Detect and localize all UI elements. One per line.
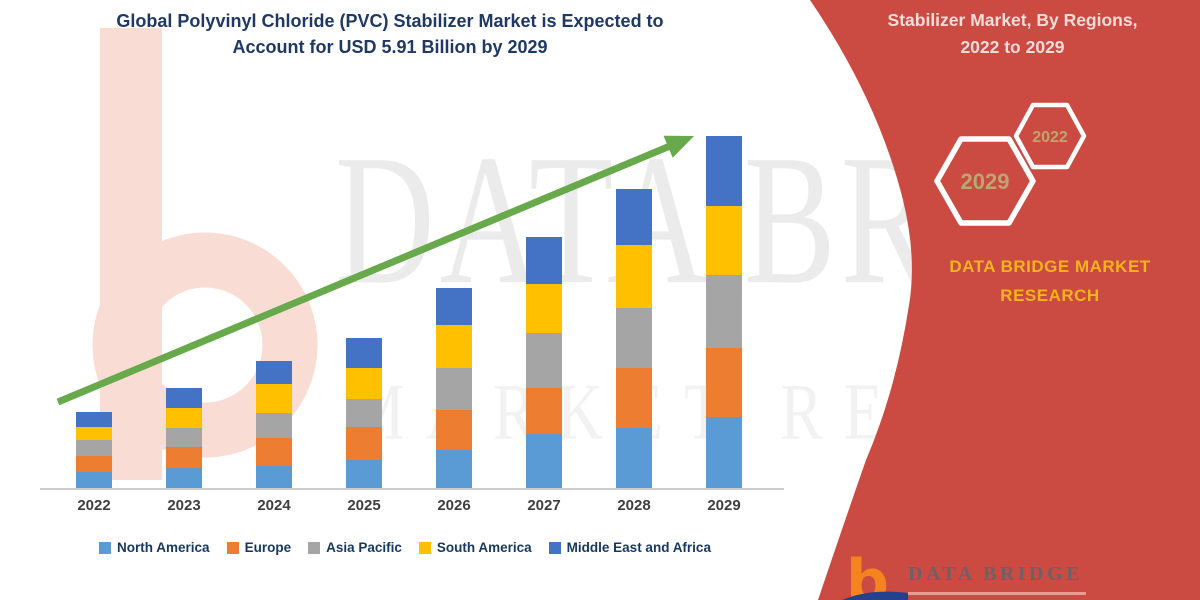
legend-item-europe: Europe <box>226 540 292 555</box>
bar-2025-segment-europe <box>346 426 382 460</box>
panel-heading-line-2: 2022 to 2029 <box>960 37 1065 57</box>
panel-heading: Stabilizer Market, By Regions, 2022 to 2… <box>840 7 1185 61</box>
legend-swatch-asia-pacific <box>308 541 321 554</box>
bar-2022-segment-south-america <box>76 427 112 441</box>
bar-2025 <box>346 337 382 489</box>
bar-2029-segment-north-america <box>706 416 742 489</box>
panel-brand-line-1: DATA BRIDGE MARKET <box>949 257 1151 276</box>
bar-2024-segment-europe <box>256 437 292 466</box>
bar-2025-segment-north-america <box>346 459 382 489</box>
x-axis-label-2027: 2027 <box>527 497 561 514</box>
hexagon-2022-icon <box>1013 102 1087 170</box>
bar-2028-segment-south-america <box>616 245 652 308</box>
bar-2029-segment-europe <box>706 348 742 417</box>
bar-2023-segment-middle-east-and-africa <box>166 387 202 409</box>
trend-arrow-head-icon <box>663 135 694 158</box>
bar-2029-segment-asia-pacific <box>706 275 742 349</box>
bar-2027 <box>526 237 562 489</box>
bar-2028-segment-middle-east-and-africa <box>616 188 652 246</box>
side-panel-background <box>810 0 1200 600</box>
bar-2024 <box>256 361 292 489</box>
x-axis-label-2029: 2029 <box>707 497 741 514</box>
legend-label-south-america: South America <box>436 540 532 555</box>
x-axis-label-2023: 2023 <box>167 497 201 514</box>
legend-item-south-america: South America <box>418 540 532 555</box>
bar-2026-segment-asia-pacific <box>436 368 472 411</box>
bar-2026-segment-middle-east-and-africa <box>436 288 472 326</box>
legend-swatch-middle-east-and-africa <box>548 541 561 554</box>
footer-logo-text: DATA BRIDGE <box>908 563 1084 585</box>
panel-brand-line-2: RESEARCH <box>1000 286 1100 305</box>
legend-swatch-north-america <box>99 541 112 554</box>
bar-2026-segment-south-america <box>436 325 472 369</box>
footer-logo-underline <box>908 592 1086 595</box>
bar-2028-segment-north-america <box>616 428 652 489</box>
bar-2024-segment-asia-pacific <box>256 412 292 438</box>
bar-2027-segment-asia-pacific <box>526 333 562 389</box>
chart-title-line-1: Global Polyvinyl Chloride (PVC) Stabiliz… <box>116 11 664 31</box>
bar-2024-segment-middle-east-and-africa <box>256 361 292 385</box>
footer-logo: b DATA BRIDGE <box>838 552 1138 600</box>
bar-2023-segment-europe <box>166 447 202 469</box>
legend-label-north-america: North America <box>117 540 210 555</box>
bar-2025-segment-asia-pacific <box>346 398 382 427</box>
bar-2025-segment-south-america <box>346 367 382 399</box>
bar-2028-segment-europe <box>616 368 652 429</box>
legend-swatch-europe <box>226 541 239 554</box>
legend-swatch-south-america <box>418 541 431 554</box>
legend-item-north-america: North America <box>99 540 210 555</box>
x-axis-label-2022: 2022 <box>77 497 111 514</box>
legend-item-middle-east-and-africa: Middle East and Africa <box>548 540 711 555</box>
bar-2027-segment-middle-east-and-africa <box>526 237 562 285</box>
x-axis-label-2028: 2028 <box>617 497 651 514</box>
bar-2023 <box>166 387 202 489</box>
bar-2028-segment-asia-pacific <box>616 307 652 369</box>
bar-2029-segment-middle-east-and-africa <box>706 136 742 207</box>
x-axis-label-2025: 2025 <box>347 497 381 514</box>
bar-2023-segment-north-america <box>166 468 202 489</box>
bar-2022-segment-middle-east-and-africa <box>76 412 112 428</box>
footer-logo-swoosh-icon <box>842 591 908 600</box>
bar-2029 <box>706 136 742 489</box>
panel-heading-line-1: Stabilizer Market, By Regions, <box>887 10 1138 30</box>
chart-title-line-2: Account for USD 5.91 Billion by 2029 <box>232 37 548 57</box>
x-axis-label-2026: 2026 <box>437 497 471 514</box>
legend: North America Europe Asia Pacific South Ame… <box>25 540 785 555</box>
panel-brand-text: DATA BRIDGE MARKET RESEARCH <box>928 252 1172 310</box>
watermark-b-icon <box>92 28 318 480</box>
bar-2027-segment-europe <box>526 388 562 435</box>
hexagon-2022-label: 2022 <box>1032 129 1068 146</box>
bar-2022-segment-europe <box>76 456 112 473</box>
trend-arrow-line <box>56 142 672 406</box>
x-axis-label-2024: 2024 <box>257 497 291 514</box>
hexagon-2029-icon <box>934 136 1036 226</box>
legend-label-middle-east-and-africa: Middle East and Africa <box>566 540 711 555</box>
hexagon-2029-label: 2029 <box>961 169 1010 194</box>
bar-2027-segment-north-america <box>526 434 562 489</box>
bar-2028 <box>616 188 652 489</box>
bar-2023-segment-asia-pacific <box>166 428 202 448</box>
bar-2026 <box>436 288 472 489</box>
bar-2024-segment-south-america <box>256 384 292 413</box>
bar-2022-segment-north-america <box>76 472 112 489</box>
bar-2026-segment-north-america <box>436 450 472 489</box>
legend-label-europe: Europe <box>244 540 292 555</box>
bar-2029-segment-south-america <box>706 206 742 276</box>
bar-2022 <box>76 412 112 489</box>
chart-title: Global Polyvinyl Chloride (PVC) Stabiliz… <box>30 8 750 60</box>
bar-2026-segment-europe <box>436 410 472 451</box>
bar-2027-segment-south-america <box>526 284 562 334</box>
bar-2023-segment-south-america <box>166 408 202 429</box>
bar-2024-segment-north-america <box>256 465 292 489</box>
legend-item-asia-pacific: Asia Pacific <box>308 540 402 555</box>
legend-label-asia-pacific: Asia Pacific <box>326 540 402 555</box>
x-axis-line <box>40 488 784 490</box>
bar-2022-segment-asia-pacific <box>76 440 112 457</box>
bar-2025-segment-middle-east-and-africa <box>346 337 382 368</box>
